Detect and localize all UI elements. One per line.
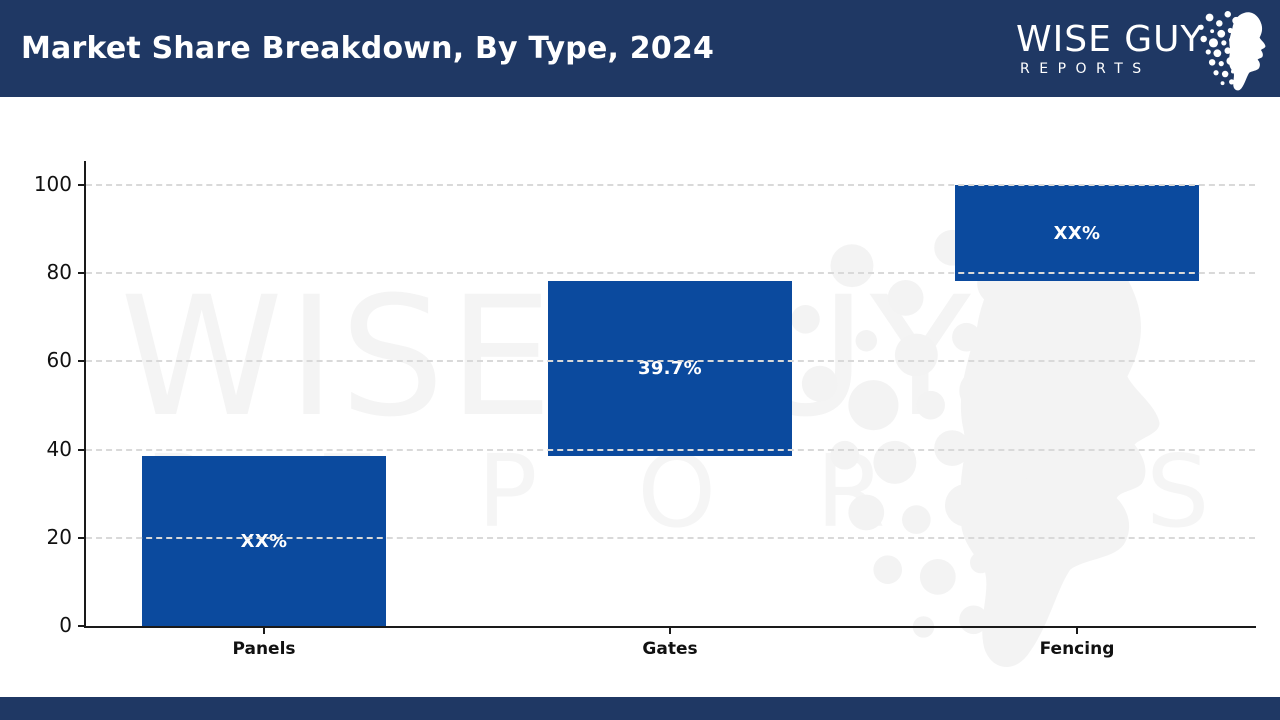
x-axis-tick [263,628,265,634]
y-axis-tick [78,448,84,451]
y-axis-tick-label: 100 [33,172,72,196]
x-axis-category-label: Gates [642,639,698,659]
bar-value-label: 39.7% [638,358,702,380]
bar-fencing: XX% [955,185,1199,282]
logo-wordmark: WISE GUY [1016,19,1204,60]
bar-panels: XX% [142,456,386,626]
y-axis-tick-label: 0 [59,613,72,637]
y-axis-tick [78,272,84,275]
y-axis-tick-label: 40 [46,436,72,461]
bar-value-label: XX% [1053,222,1101,244]
y-axis-tick [78,360,84,363]
logo-face-icon [1198,11,1266,91]
x-axis-tick [1076,628,1078,634]
y-axis-tick-label: 20 [46,524,72,549]
y-axis-tick [78,625,84,627]
y-axis-tick [78,536,84,539]
y-axis-tick [78,184,84,186]
bar-value-label: XX% [240,530,288,552]
footer-bar [0,697,1280,720]
header-bar: Market Share Breakdown, By Type, 2024 WI… [0,0,1280,97]
y-axis-tick-label: 60 [46,348,72,373]
x-axis-category-label: Panels [232,639,296,659]
watermark-wordmark: WISE GUY [120,261,975,453]
logo-text: WISE GUY REPORTS [1016,19,1204,78]
watermark-face-icon [791,229,1160,667]
wise-guy-reports-logo: WISE GUY REPORTS [1016,4,1266,94]
y-axis-line [84,161,86,628]
chart-area: WISE GUY R E P O R T S 0 20 40 60 80 100 XX% Pa… [0,97,1280,697]
y-axis-tick-label: 80 [46,260,72,285]
logo-subtitle: REPORTS [1020,61,1151,77]
x-axis-category-label: Fencing [1039,639,1115,659]
x-axis-line [84,626,1256,628]
page-title: Market Share Breakdown, By Type, 2024 [21,31,715,66]
bar-gates: 39.7% [548,281,792,457]
x-axis-tick [669,628,671,634]
